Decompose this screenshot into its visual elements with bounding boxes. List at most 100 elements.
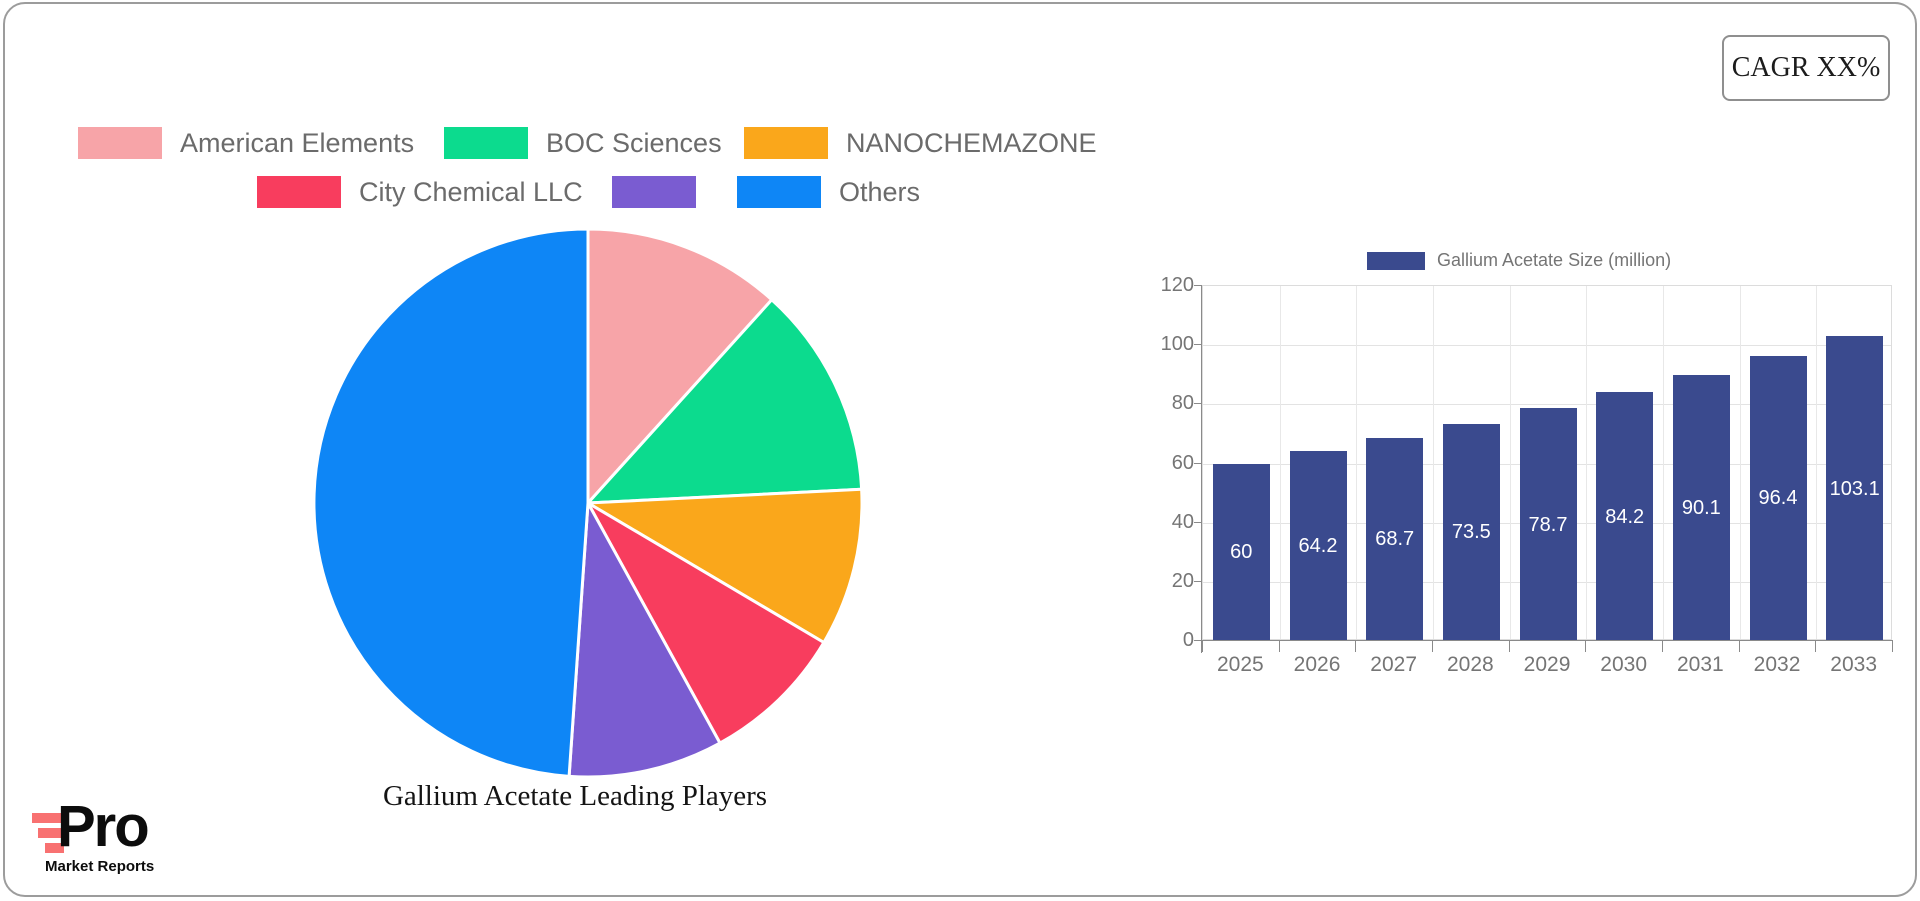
legend-label: American Elements (180, 128, 415, 158)
y-axis-tick (1194, 344, 1202, 346)
y-axis-tick-label: 0 (1182, 629, 1194, 651)
pie-slice-nanochemazone (586, 487, 864, 644)
y-axis-tick-label: 120 (1160, 274, 1194, 296)
x-axis-tick (1508, 640, 1510, 652)
y-axis-tick-label: 80 (1171, 392, 1194, 415)
logo-bar-icon (38, 828, 64, 838)
y-axis-tick (1194, 640, 1202, 641)
bar-2030 (1596, 391, 1654, 641)
bar-value-label: 103.1 (1829, 477, 1880, 500)
y-axis-tick-label: 100 (1160, 333, 1194, 356)
grid-line-vertical (1433, 286, 1434, 639)
x-axis-category-label: 2025 (1216, 653, 1264, 676)
x-axis-tick (1202, 640, 1203, 652)
bar-chart-legend: Gallium Acetate Size (million) (1367, 250, 1671, 271)
bar-value-label: 78.7 (1528, 513, 1568, 536)
x-axis-category-label: 2028 (1446, 653, 1494, 676)
grid-line-vertical (1663, 286, 1664, 639)
y-axis-tick-label: 60 (1171, 451, 1194, 474)
y-axis-tick (1194, 462, 1202, 464)
bar-value-label: 68.7 (1375, 528, 1415, 551)
pie-slice-others (312, 227, 590, 778)
logo-bar-icon (32, 813, 64, 823)
x-axis-tick (1355, 640, 1357, 652)
legend-swatch (612, 176, 696, 208)
legend-label: BOC Sciences (546, 128, 722, 158)
pie-chart (312, 227, 864, 779)
legend-swatch (737, 176, 821, 208)
x-axis-tick (1815, 640, 1817, 652)
grid-line-vertical (1279, 286, 1281, 639)
bar-legend-label: Gallium Acetate Size (million) (1437, 250, 1672, 270)
bar-value-label: 60 (1230, 541, 1253, 564)
legend-label: NANOCHEMAZONE (846, 128, 1097, 158)
x-axis-tick (1585, 640, 1587, 652)
y-axis-tick (1194, 521, 1202, 523)
x-axis-category-label: 2032 (1753, 653, 1801, 676)
pie-legend-item-city-chemical-llc: City Chemical LLC (257, 176, 583, 208)
pie-legend-item-nanochemazone: NANOCHEMAZONE (744, 127, 1097, 159)
bar-value-label: 73.5 (1451, 521, 1491, 544)
pie-legend-item-boc-sciences: BOC Sciences (444, 127, 722, 159)
legend-swatch (444, 127, 528, 159)
y-axis-tick-label: 20 (1171, 569, 1194, 592)
bar-value-label: 90.1 (1681, 496, 1721, 519)
bar-value-label: 64.2 (1298, 535, 1338, 557)
grid-line-vertical (1356, 286, 1358, 639)
y-axis-tick (1194, 403, 1202, 405)
y-axis-tick (1194, 580, 1202, 582)
bar-2026 (1289, 451, 1347, 641)
bar-2031 (1672, 374, 1730, 641)
legend-swatch (744, 127, 828, 159)
pie-slice-city-chemical-llc (586, 501, 826, 745)
x-axis-category-label: 2030 (1600, 653, 1647, 676)
x-axis-category-label: 2026 (1293, 653, 1341, 676)
x-axis-category-label: 2031 (1676, 653, 1724, 676)
grid-line-vertical (1509, 286, 1511, 639)
x-axis-tick (1432, 640, 1433, 652)
bar-value-label: 96.4 (1758, 487, 1798, 510)
bar-2025 (1212, 463, 1270, 641)
grid-line-horizontal (1203, 345, 1891, 347)
pie-legend-item-unlabeled (612, 176, 714, 208)
grid-line-vertical (1816, 286, 1818, 639)
x-axis-tick (1278, 640, 1280, 652)
bar-value-label: 84.2 (1605, 505, 1645, 528)
bar-2032 (1749, 355, 1807, 641)
x-axis-category-label: 2029 (1523, 653, 1571, 676)
bar-2027 (1366, 437, 1424, 641)
grid-line-horizontal (1203, 404, 1891, 406)
bar-legend-swatch (1367, 251, 1425, 270)
y-axis-tick (1194, 285, 1202, 286)
x-axis-category-label: 2033 (1830, 653, 1877, 676)
bar-2028 (1442, 423, 1500, 641)
bar-chart-plot: 60 64.2 68.7 73.5 78.7 84.2 90.1 96.4 103.1 (1202, 285, 1892, 641)
pie-slice-boc-sciences (586, 298, 864, 505)
logo-title: Pro (57, 794, 150, 859)
legend-swatch (257, 176, 341, 208)
y-axis-tick-label: 40 (1171, 510, 1194, 533)
x-axis-tick (1892, 640, 1893, 652)
cagr-badge: CAGR XX% (1722, 35, 1890, 101)
x-axis-category-label: 2027 (1370, 653, 1417, 676)
pie-chart-title: Gallium Acetate Leading Players (382, 780, 768, 812)
logo-bar-icon (45, 843, 64, 853)
bar-chart-y-axis (1201, 285, 1202, 653)
grid-line-vertical (1586, 286, 1588, 639)
bar-2029 (1519, 408, 1577, 641)
bar-2033 (1826, 336, 1884, 641)
bar-chart-x-axis (1202, 640, 1892, 641)
x-axis-tick (1738, 640, 1740, 652)
pie-legend-item-american-elements: American Elements (78, 127, 414, 159)
x-axis-tick (1662, 640, 1663, 652)
cagr-label: CAGR XX% (1731, 52, 1881, 83)
legend-label: City Chemical LLC (359, 177, 583, 207)
legend-label: Others (839, 177, 921, 207)
pie-slice-american-elements (586, 227, 774, 505)
grid-line-vertical (1739, 286, 1741, 639)
logo-subtitle: Market Reports (45, 858, 155, 875)
legend-swatch (78, 127, 162, 159)
pie-legend-item-others: Others (737, 176, 920, 208)
pie-slice-unlabeled (567, 501, 722, 779)
